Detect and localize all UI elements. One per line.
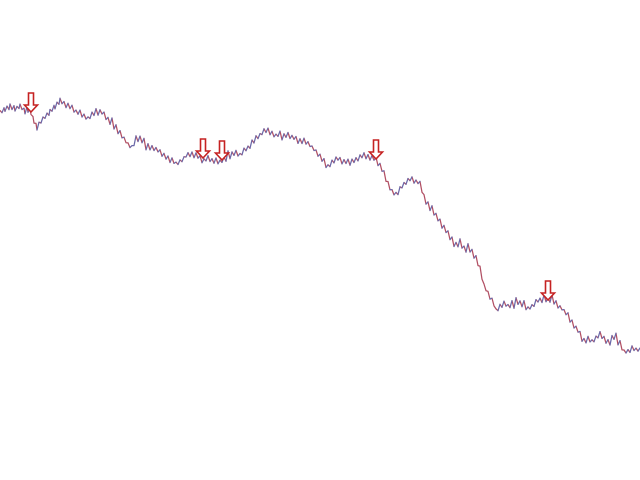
sell-signal-arrows [22,92,557,302]
price-line-segment [0,97,639,354]
sell-signal-down-arrow-icon [194,138,212,160]
sell-signal-down-arrow-icon [539,280,557,302]
price-line [0,97,640,354]
sell-signal-down-arrow-icon [367,139,385,161]
price-line-segment [1,97,640,354]
sell-signal-down-arrow-icon [22,92,40,114]
sell-signal-down-arrow-icon [213,140,231,162]
